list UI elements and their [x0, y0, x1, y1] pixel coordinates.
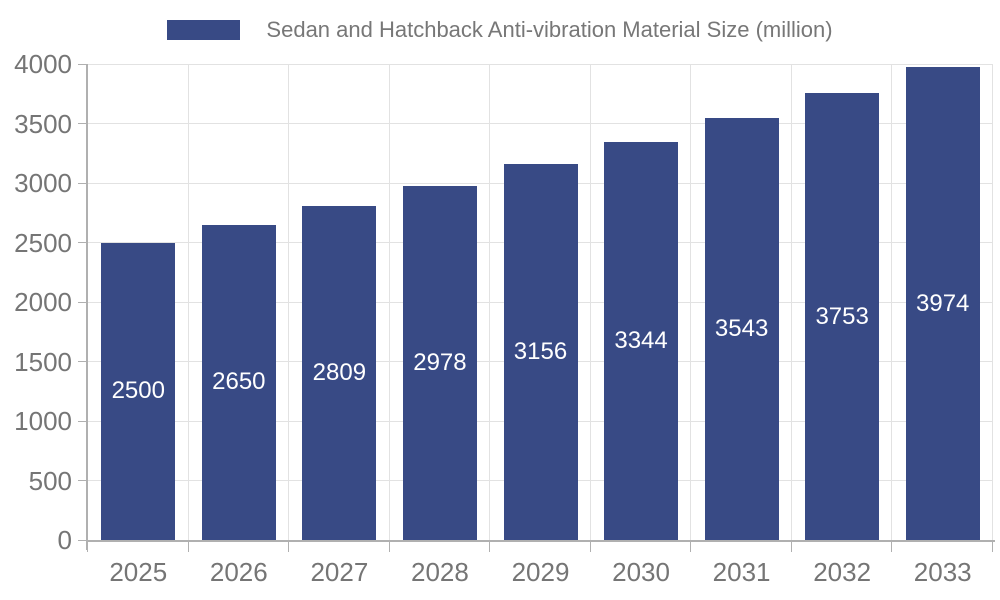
bar-2025: 2500 — [101, 242, 176, 540]
v-gridline-7 — [791, 64, 792, 540]
v-gridline-3 — [389, 64, 390, 540]
x-axis-label-2030: 2030 — [612, 557, 670, 587]
bar-value-label: 2809 — [312, 358, 367, 386]
legend-swatch-icon — [167, 20, 241, 40]
x-axis-label-2029: 2029 — [511, 557, 570, 587]
bar-value-label: 3974 — [916, 289, 970, 317]
x-tick-8 — [891, 542, 892, 552]
x-tick-6 — [690, 542, 691, 552]
legend-series-label: Sedan and Hatchback Anti-vibration Mater… — [266, 17, 833, 42]
y-axis-label-2500: 2500 — [14, 227, 72, 258]
y-axis-label-3000: 3000 — [14, 168, 72, 198]
x-axis-label-2032: 2032 — [813, 557, 872, 587]
x-axis-label-2031: 2031 — [712, 557, 771, 587]
v-gridline-5 — [590, 64, 591, 540]
y-tick-2000 — [78, 301, 88, 303]
bar-value-label: 3344 — [614, 327, 668, 355]
x-axis-label-2027: 2027 — [310, 557, 369, 587]
bar-value-label: 3543 — [714, 315, 769, 343]
x-axis-label-2033: 2033 — [913, 557, 972, 587]
y-tick-3500 — [78, 123, 88, 124]
x-tick-7 — [791, 542, 792, 552]
bar-value-label: 3156 — [513, 338, 568, 366]
y-axis-label-0: 0 — [57, 525, 72, 555]
bar-2032: 3753 — [805, 93, 880, 540]
bar-2028: 2978 — [402, 185, 477, 540]
y-tick-3000 — [78, 182, 88, 184]
x-axis-labels: 2025 2026 2027 2028 2029 2030 2031 2032 2033 — [88, 557, 993, 591]
h-gridline-4000 — [88, 63, 993, 65]
v-gridline-2 — [288, 64, 289, 540]
y-tick-1500 — [78, 361, 88, 362]
bar-2033: 3974 — [905, 67, 980, 540]
bar-value-label: 3753 — [815, 302, 869, 330]
x-axis-label-2028: 2028 — [411, 557, 469, 587]
y-axis-label-2000: 2000 — [14, 287, 72, 317]
plot-area: 0 500 1000 1500 2000 2500 3000 3500 4000 2500 2650… — [14, 49, 995, 555]
x-tick-5 — [590, 542, 591, 552]
x-axis-line — [86, 540, 995, 542]
x-axis-label-2025: 2025 — [109, 557, 168, 587]
y-axis-label-1000: 1000 — [14, 406, 72, 436]
y-axis-label-500: 500 — [28, 465, 72, 496]
x-tick-0 — [87, 542, 88, 552]
y-tick-1000 — [78, 420, 88, 422]
bar-value-label: 2500 — [111, 377, 165, 405]
v-gridline-8 — [891, 64, 892, 540]
x-tick-1 — [188, 542, 189, 552]
v-gridline-1 — [188, 64, 189, 540]
bar-2029: 3156 — [503, 164, 578, 540]
y-tick-0 — [78, 539, 88, 541]
v-gridline-4 — [489, 64, 490, 540]
bar-value-label: 2978 — [413, 348, 467, 376]
y-axis-label-4000: 4000 — [14, 49, 72, 79]
y-axis-line — [86, 64, 88, 550]
y-axis-label-3500: 3500 — [14, 108, 72, 139]
y-axis-label-1500: 1500 — [14, 346, 72, 377]
bar-2027: 2809 — [302, 205, 377, 540]
bar-2031: 3543 — [704, 118, 779, 540]
y-tick-2500 — [78, 242, 88, 243]
x-axis-label-2026: 2026 — [209, 557, 268, 587]
y-tick-500 — [78, 480, 88, 481]
legend[interactable]: Sedan and Hatchback Anti-vibration Mater… — [0, 13, 1000, 47]
h-gridline-3500 — [88, 123, 993, 124]
x-tick-3 — [389, 542, 390, 552]
bar-2026: 2650 — [201, 224, 276, 540]
x-tick-2 — [288, 542, 289, 552]
v-gridline-6 — [690, 64, 691, 540]
x-tick-4 — [489, 542, 490, 552]
bar-value-label: 2650 — [212, 368, 266, 396]
v-gridline-9 — [992, 64, 993, 540]
y-tick-4000 — [78, 63, 88, 65]
bar-2030: 3344 — [604, 142, 679, 540]
x-tick-9 — [992, 542, 993, 552]
